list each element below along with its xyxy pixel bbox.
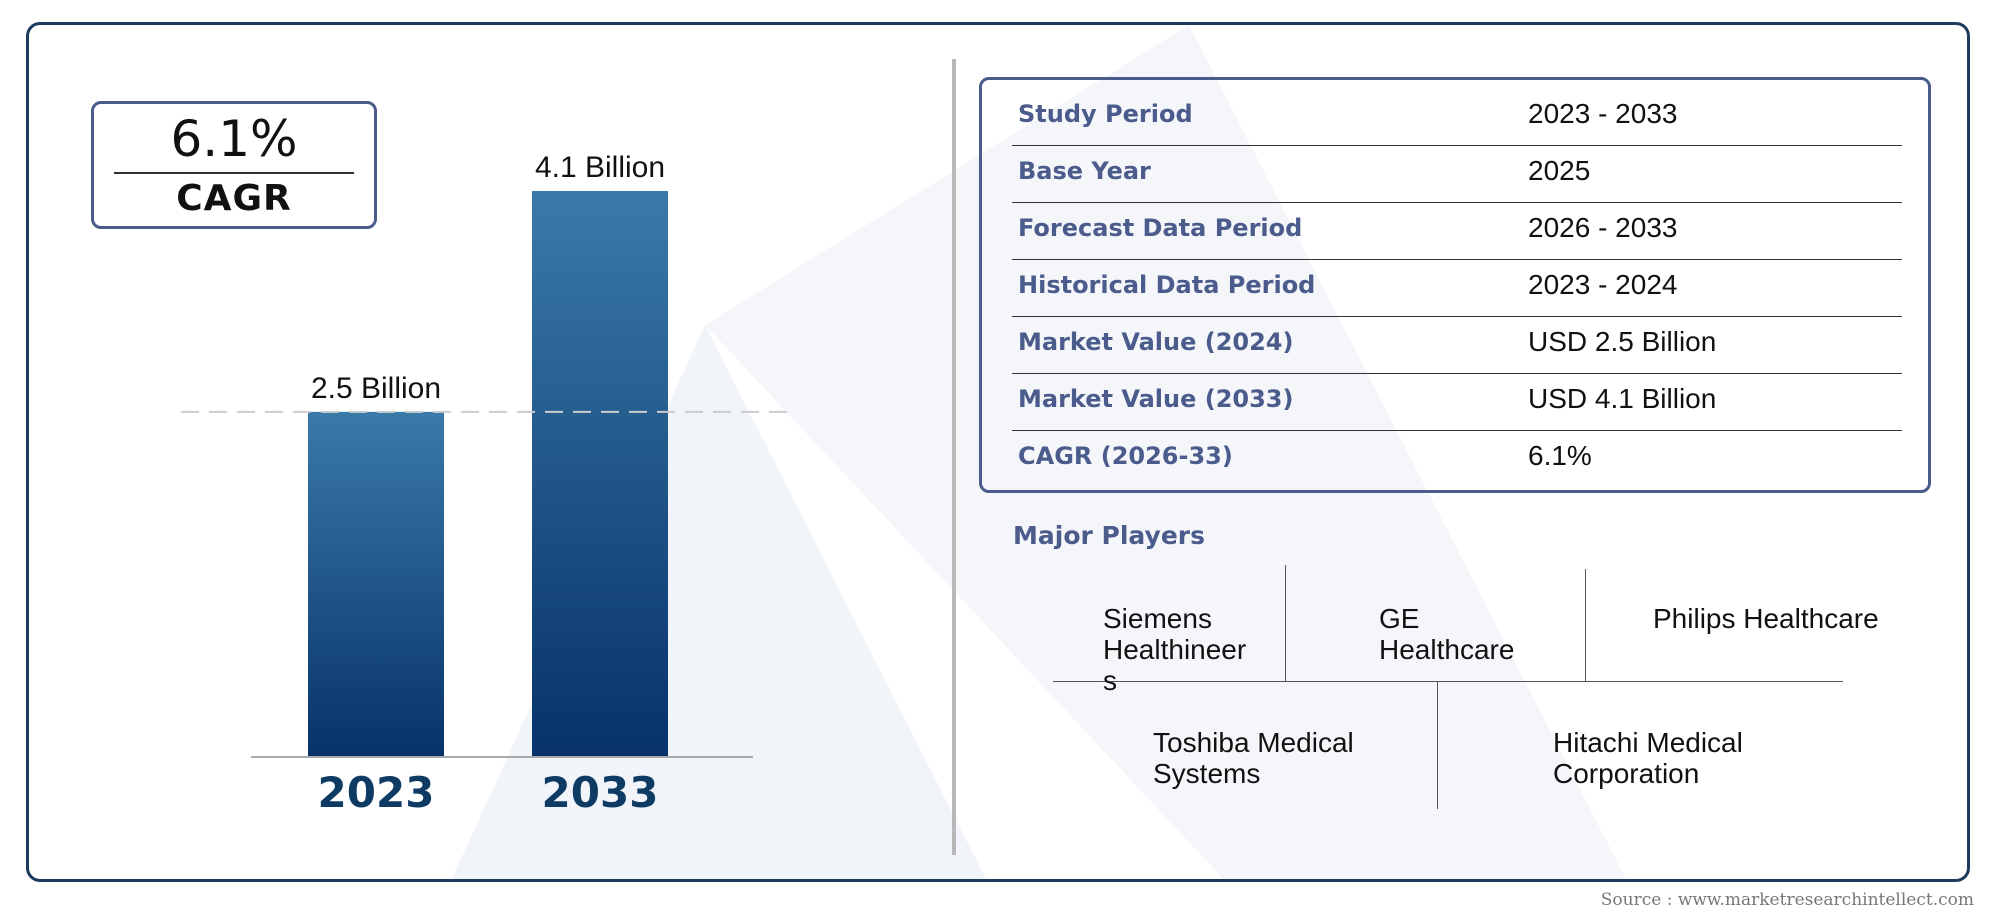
bar-chart: 2.5 Billion 2023 4.1 Billion 2033 (181, 151, 791, 817)
table-row: CAGR (2026-33) 6.1% (1012, 430, 1902, 487)
source-credit: Source : www.marketresearchintellect.com (1600, 890, 1974, 910)
row-value: 2023 - 2033 (1528, 98, 1678, 129)
table-row: Forecast Data Period 2026 - 2033 (1012, 202, 1902, 260)
row-label: CAGR (2026-33) (1018, 442, 1233, 470)
bar-2023 (308, 411, 444, 757)
player-divider (1585, 569, 1586, 681)
section-divider (952, 59, 956, 855)
table-row: Market Value (2033) USD 4.1 Billion (1012, 373, 1902, 431)
infographic-frame: 6.1% CAGR 2.5 Billion 2023 4.1 Billion 2033… (26, 22, 1970, 882)
player-divider (1437, 681, 1438, 809)
player-divider (1053, 681, 1843, 682)
table-row: Market Value (2024) USD 2.5 Billion (1012, 316, 1902, 374)
data-label-2023: 2.5 Billion (311, 372, 441, 405)
major-players-title: Major Players (1013, 521, 1205, 550)
row-label: Base Year (1018, 157, 1151, 185)
row-label: Forecast Data Period (1018, 214, 1303, 242)
row-value: USD 2.5 Billion (1528, 326, 1717, 357)
player-ge: GE Healthcare (1379, 603, 1515, 665)
data-label-2033: 4.1 Billion (535, 151, 665, 184)
cagr-label: CAGR (176, 178, 292, 219)
row-label: Study Period (1018, 100, 1193, 128)
category-label-2033: 2033 (542, 768, 659, 817)
table-row: Historical Data Period 2023 - 2024 (1012, 259, 1902, 317)
row-label: Market Value (2024) (1018, 328, 1294, 356)
row-value: 2026 - 2033 (1528, 212, 1678, 243)
player-divider (1285, 565, 1286, 681)
player-philips: Philips Healthcare (1653, 603, 1879, 634)
player-siemens: Siemens Healthineer s (1103, 603, 1247, 696)
cagr-value: 6.1% (170, 110, 298, 168)
row-label: Market Value (2033) (1018, 385, 1294, 413)
row-value: 6.1% (1528, 440, 1592, 471)
row-value: 2025 (1528, 155, 1591, 186)
cagr-divider (114, 172, 354, 174)
market-info-table: Study Period 2023 - 2033 Base Year 2025 Fore… (979, 77, 1931, 493)
table-row: Base Year 2025 (1012, 145, 1902, 203)
row-label: Historical Data Period (1018, 271, 1316, 299)
row-value: USD 4.1 Billion (1528, 383, 1717, 414)
row-value: 2023 - 2024 (1528, 269, 1678, 300)
player-hitachi: Hitachi Medical Corporation (1553, 727, 1743, 789)
bar-2033 (532, 190, 668, 758)
player-toshiba: Toshiba Medical Systems (1153, 727, 1354, 789)
cagr-badge: 6.1% CAGR (91, 101, 377, 229)
category-label-2023: 2023 (318, 768, 435, 817)
table-row: Study Period 2023 - 2033 (1012, 88, 1902, 146)
